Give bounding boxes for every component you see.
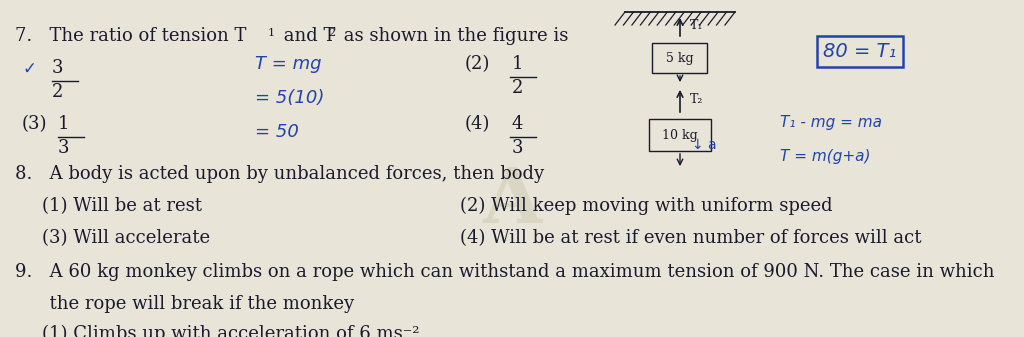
Text: (1) Climbs up with acceleration of 6 ms⁻²: (1) Climbs up with acceleration of 6 ms⁻… [42,325,420,337]
Text: $\checkmark$: $\checkmark$ [22,59,35,77]
Text: as shown in the figure is: as shown in the figure is [338,27,568,45]
Text: T = m(g+a): T = m(g+a) [780,149,870,164]
Text: 1: 1 [58,115,70,133]
Text: (4) Will be at rest if even number of forces will act: (4) Will be at rest if even number of fo… [460,229,922,247]
Text: 2: 2 [512,79,523,97]
Text: 1: 1 [268,28,275,37]
Text: A: A [482,165,542,239]
Text: 2: 2 [52,83,63,101]
Text: 3: 3 [512,139,523,157]
Text: T = mg: T = mg [255,55,322,73]
Text: (3) Will accelerate: (3) Will accelerate [42,229,210,247]
Text: 2: 2 [328,28,335,37]
Text: 8.   A body is acted upon by unbalanced forces, then body: 8. A body is acted upon by unbalanced fo… [15,165,544,183]
Text: 3: 3 [52,59,63,77]
Text: 5 kg: 5 kg [667,52,694,64]
Text: = 5(10): = 5(10) [255,89,325,107]
Text: 80 = T₁: 80 = T₁ [823,42,897,61]
Text: (2): (2) [465,55,490,73]
Text: = 50: = 50 [255,123,299,141]
Text: ↓ a: ↓ a [692,138,717,152]
Text: (2) Will keep moving with uniform speed: (2) Will keep moving with uniform speed [460,197,833,215]
Text: 3: 3 [58,139,70,157]
Text: 10 kg: 10 kg [663,128,698,142]
Text: 7.   The ratio of tension T: 7. The ratio of tension T [15,27,247,45]
Text: T₁: T₁ [690,19,703,31]
Text: 4: 4 [512,115,523,133]
Text: (3): (3) [22,115,47,133]
Text: (1) Will be at rest: (1) Will be at rest [42,197,202,215]
Text: T₂: T₂ [690,92,703,105]
Text: (4): (4) [465,115,490,133]
Text: and T: and T [278,27,336,45]
Text: T₁ - mg = ma: T₁ - mg = ma [780,115,882,130]
Text: the rope will break if the monkey: the rope will break if the monkey [15,295,354,313]
Text: 9.   A 60 kg monkey climbs on a rope which can withstand a maximum tension of 90: 9. A 60 kg monkey climbs on a rope which… [15,263,994,281]
Text: 1: 1 [512,55,523,73]
